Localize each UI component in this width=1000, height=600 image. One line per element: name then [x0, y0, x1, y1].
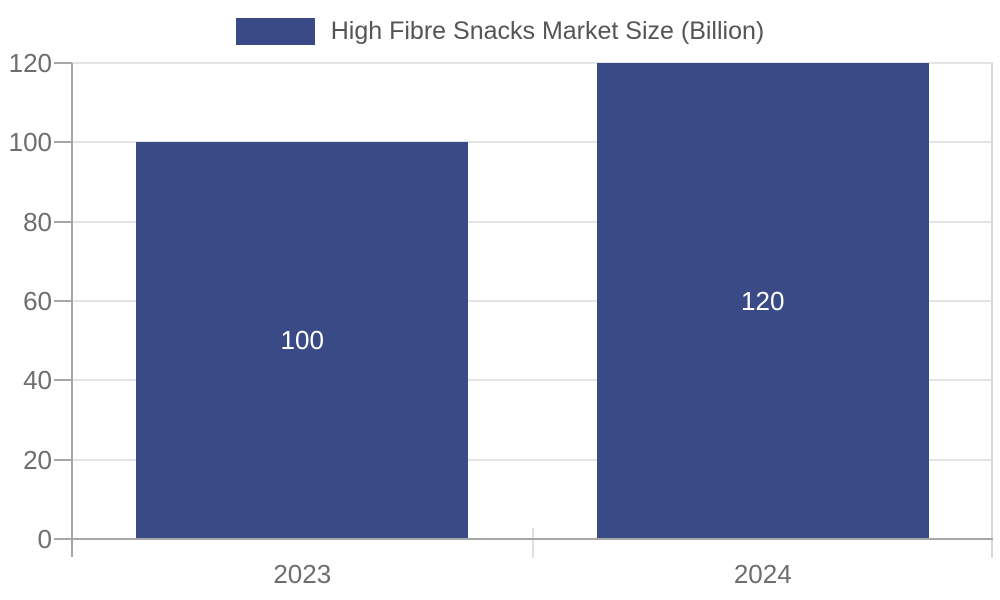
y-axis-label-20: 20	[23, 444, 52, 475]
gridline-y-80	[72, 220, 993, 223]
x-axis-line	[71, 538, 993, 540]
y-axis-label-40: 40	[23, 365, 52, 396]
plot-right-border	[991, 63, 993, 558]
y-tick-100	[54, 141, 72, 144]
y-tick-120	[54, 62, 72, 64]
y-axis-label-100: 100	[8, 127, 52, 158]
legend-label: High Fibre Snacks Market Size (Billion)	[330, 17, 765, 45]
y-axis-line	[71, 63, 73, 557]
y-tick-0	[54, 538, 72, 540]
gridline-y-100	[72, 141, 993, 144]
y-tick-60	[54, 300, 72, 302]
bar-2023: 100	[136, 142, 469, 539]
x-axis-label-2023: 2023	[273, 559, 332, 589]
gridline-y-120	[72, 62, 993, 64]
y-tick-40	[54, 379, 72, 382]
bar-value-label: 120	[741, 285, 785, 316]
y-axis-label-60: 60	[23, 286, 52, 316]
gridline-y-20	[72, 458, 993, 461]
gridline-y-60	[72, 300, 993, 302]
bar-value-label: 100	[280, 325, 324, 356]
gridline-y-40	[72, 379, 993, 382]
legend-swatch	[235, 18, 315, 45]
x-axis-label-2024: 2024	[733, 559, 792, 589]
category-boundary-tick	[531, 528, 534, 558]
legend: High Fibre Snacks Market Size (Billion)	[0, 17, 1000, 46]
y-axis-label-120: 120	[8, 48, 52, 78]
y-tick-20	[54, 458, 72, 461]
bar-2024: 120	[596, 63, 929, 539]
y-axis-label-0: 0	[37, 524, 52, 554]
y-tick-80	[54, 220, 72, 223]
y-axis-label-80: 80	[23, 206, 52, 237]
